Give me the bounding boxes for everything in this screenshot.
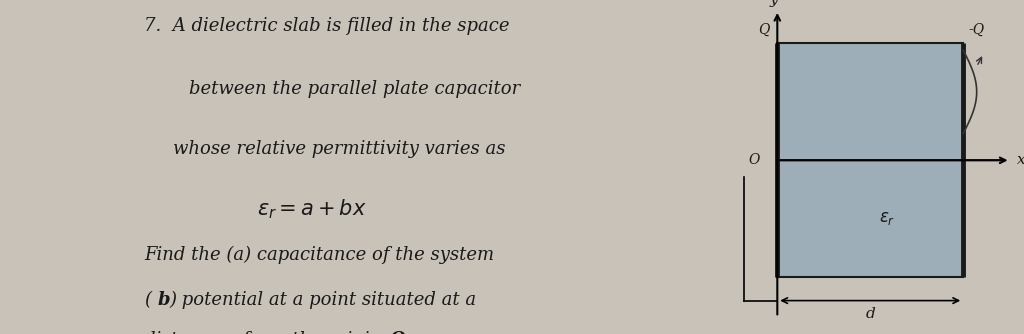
- Bar: [777, 43, 964, 277]
- Text: Q: Q: [758, 23, 769, 37]
- Text: (: (: [144, 291, 152, 309]
- Text: -Q: -Q: [969, 23, 985, 37]
- Text: distance: distance: [144, 331, 227, 334]
- Text: .: .: [407, 331, 412, 334]
- Text: whose relative permittivity varies as: whose relative permittivity varies as: [172, 140, 505, 158]
- Text: x: x: [220, 331, 231, 334]
- Text: d: d: [865, 307, 876, 321]
- Text: O: O: [748, 153, 760, 167]
- Text: between the parallel plate capacitor: between the parallel plate capacitor: [189, 80, 520, 98]
- Text: $\varepsilon_r$: $\varepsilon_r$: [879, 210, 895, 227]
- Text: Find the (a) capacitance of the system: Find the (a) capacitance of the system: [144, 245, 495, 264]
- Text: b: b: [158, 291, 170, 309]
- Text: from the origin: from the origin: [238, 331, 387, 334]
- Text: O: O: [389, 331, 406, 334]
- Text: $\varepsilon_r = a + bx$: $\varepsilon_r = a + bx$: [257, 197, 367, 221]
- Text: y: y: [770, 0, 778, 7]
- Text: ) potential at a point situated at a: ) potential at a point situated at a: [170, 291, 477, 309]
- Text: 7.  A dielectric slab is filled in the space: 7. A dielectric slab is filled in the sp…: [144, 17, 510, 35]
- Text: x: x: [1017, 153, 1024, 167]
